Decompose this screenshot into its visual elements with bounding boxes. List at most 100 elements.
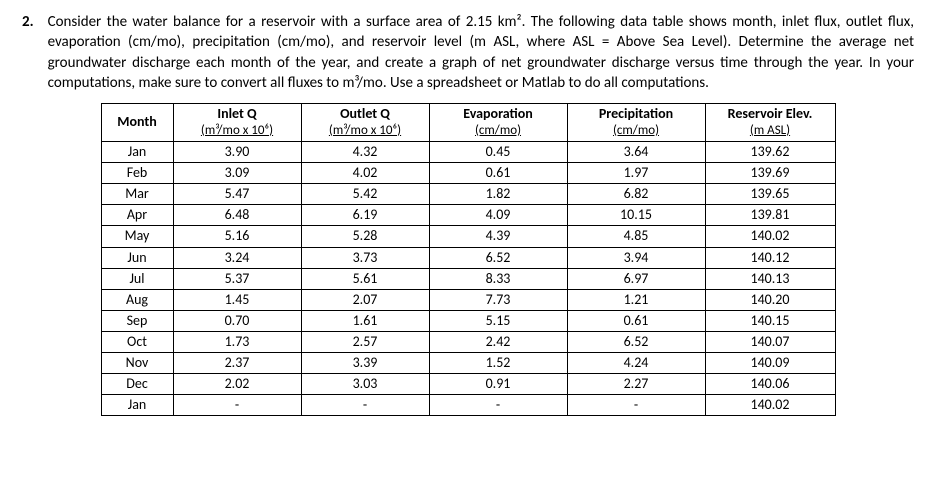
table-cell: Jan (101, 395, 173, 416)
table-cell: 6.48 (173, 205, 301, 226)
table-cell: 140.15 (705, 310, 835, 331)
table-cell: 3.94 (567, 247, 705, 268)
table-cell: 2.37 (173, 352, 301, 373)
header-month: Month (101, 104, 173, 142)
table-cell: 3.73 (301, 247, 429, 268)
table-cell: 0.61 (567, 310, 705, 331)
table-header: Month Inlet Q (m³/mo x 10⁶) Outlet Q (m³… (101, 104, 835, 142)
table-cell: 4.85 (567, 226, 705, 247)
table-cell: - (301, 395, 429, 416)
header-unit: (m³/mo x 10⁶) (329, 123, 401, 138)
header-inlet: Inlet Q (m³/mo x 10⁶) (173, 104, 301, 142)
table-cell: 139.65 (705, 184, 835, 205)
table-cell: 0.61 (429, 163, 567, 184)
table-cell: 1.61 (301, 310, 429, 331)
table-cell: 4.09 (429, 205, 567, 226)
header-outlet: Outlet Q (m³/mo x 10⁶) (301, 104, 429, 142)
table-cell: May (101, 226, 173, 247)
table-cell: 139.62 (705, 142, 835, 163)
table-cell: 10.15 (567, 205, 705, 226)
header-label: Precipitation (599, 105, 673, 122)
table-cell: 140.12 (705, 247, 835, 268)
table-cell: Jan (101, 142, 173, 163)
table-cell: 6.19 (301, 205, 429, 226)
table-cell: 0.91 (429, 374, 567, 395)
table-cell: 5.37 (173, 268, 301, 289)
table-cell: Dec (101, 374, 173, 395)
table-cell: 2.57 (301, 331, 429, 352)
table-cell: 3.24 (173, 247, 301, 268)
table-row: Jul5.375.618.336.97140.13 (101, 268, 835, 289)
header-unit: (cm/mo) (475, 123, 521, 138)
table-cell: 1.52 (429, 352, 567, 373)
table-cell: 140.02 (705, 226, 835, 247)
table-cell: 2.07 (301, 289, 429, 310)
table-cell: Sep (101, 310, 173, 331)
table-row: Oct1.732.572.426.52140.07 (101, 331, 835, 352)
question-number: 2. (22, 12, 34, 93)
table-cell: - (173, 395, 301, 416)
table-cell: 6.52 (429, 247, 567, 268)
table-row: Mar5.475.421.826.82139.65 (101, 184, 835, 205)
header-label: Month (117, 113, 157, 130)
table-cell: 140.06 (705, 374, 835, 395)
table-cell: 3.39 (301, 352, 429, 373)
table-cell: - (429, 395, 567, 416)
table-cell: 140.07 (705, 331, 835, 352)
table-cell: - (567, 395, 705, 416)
header-precipitation: Precipitation (cm/mo) (567, 104, 705, 142)
table-cell: 139.81 (705, 205, 835, 226)
table-cell: 3.09 (173, 163, 301, 184)
table-cell: 5.15 (429, 310, 567, 331)
table-row: Jun3.243.736.523.94140.12 (101, 247, 835, 268)
header-unit: (m ASL) (750, 123, 790, 138)
table-cell: 3.64 (567, 142, 705, 163)
table-cell: 1.82 (429, 184, 567, 205)
table-cell: 140.09 (705, 352, 835, 373)
table-row: May5.165.284.394.85140.02 (101, 226, 835, 247)
table-row: Nov2.373.391.524.24140.09 (101, 352, 835, 373)
table-row: Jan3.904.320.453.64139.62 (101, 142, 835, 163)
table-row: Apr6.486.194.0910.15139.81 (101, 205, 835, 226)
table-cell: Jul (101, 268, 173, 289)
table-cell: 5.47 (173, 184, 301, 205)
table-cell: Mar (101, 184, 173, 205)
table-cell: 1.45 (173, 289, 301, 310)
header-label: Reservoir Elev. (728, 105, 813, 122)
table-cell: Aug (101, 289, 173, 310)
table-row: Jan----140.02 (101, 395, 835, 416)
table-row: Feb3.094.020.611.97139.69 (101, 163, 835, 184)
table-row: Sep0.701.615.150.61140.15 (101, 310, 835, 331)
table-cell: 140.20 (705, 289, 835, 310)
table-cell: 4.24 (567, 352, 705, 373)
table-row: Aug1.452.077.731.21140.20 (101, 289, 835, 310)
table-cell: 6.82 (567, 184, 705, 205)
table-cell: 5.16 (173, 226, 301, 247)
header-unit: (m³/mo x 10⁶) (201, 123, 273, 138)
header-evaporation: Evaporation (cm/mo) (429, 104, 567, 142)
table-cell: 139.69 (705, 163, 835, 184)
header-unit: (cm/mo) (613, 123, 659, 138)
table-cell: 2.42 (429, 331, 567, 352)
table-cell: 3.90 (173, 142, 301, 163)
header-label: Evaporation (463, 105, 533, 122)
table-cell: 1.73 (173, 331, 301, 352)
question-text: Consider the water balance for a reservo… (48, 12, 914, 93)
table-cell: 3.03 (301, 374, 429, 395)
header-elevation: Reservoir Elev. (m ASL) (705, 104, 835, 142)
table-body: Jan3.904.320.453.64139.62Feb3.094.020.61… (101, 142, 835, 416)
question-block: 2. Consider the water balance for a rese… (22, 12, 914, 93)
table-cell: 1.21 (567, 289, 705, 310)
table-cell: Apr (101, 205, 173, 226)
table-cell: 5.42 (301, 184, 429, 205)
table-cell: 140.02 (705, 395, 835, 416)
header-row: Month Inlet Q (m³/mo x 10⁶) Outlet Q (m³… (101, 104, 835, 142)
table-row: Dec2.023.030.912.27140.06 (101, 374, 835, 395)
table-cell: 5.61 (301, 268, 429, 289)
table-cell: Nov (101, 352, 173, 373)
table-cell: 0.70 (173, 310, 301, 331)
table-cell: 5.28 (301, 226, 429, 247)
table-cell: 4.32 (301, 142, 429, 163)
table-cell: Jun (101, 247, 173, 268)
table-cell: 1.97 (567, 163, 705, 184)
